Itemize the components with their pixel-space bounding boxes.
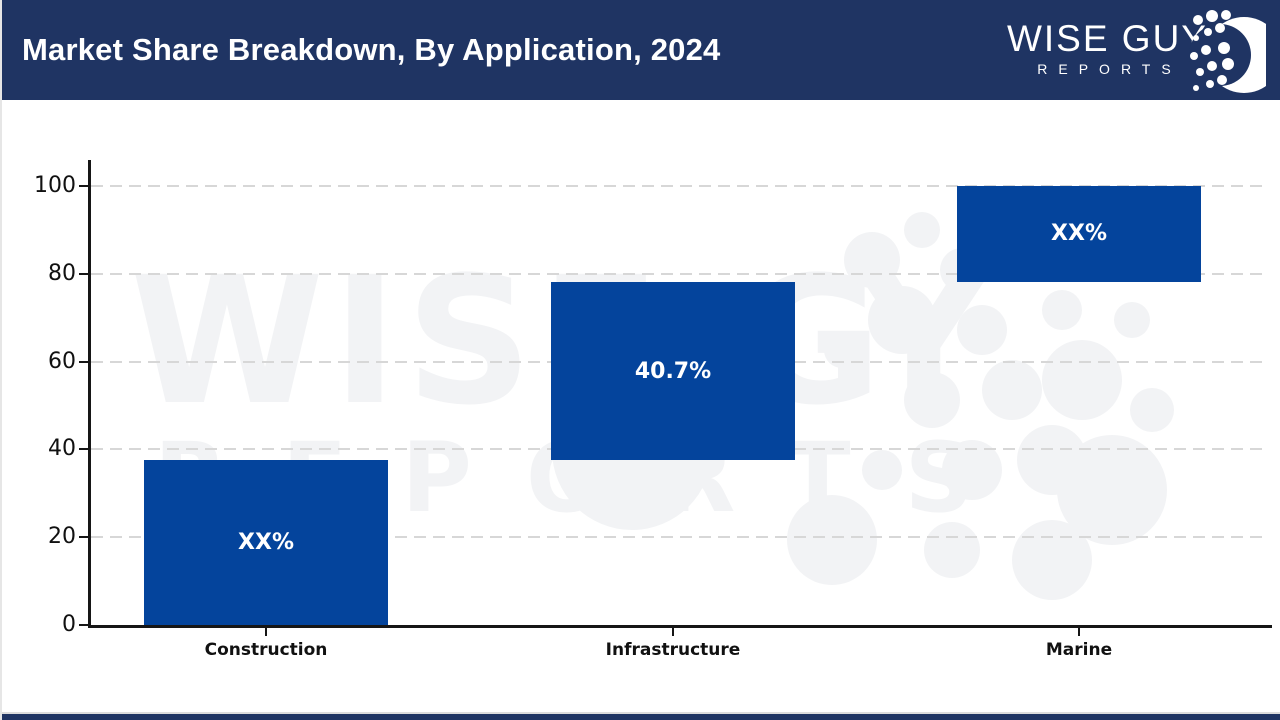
gridline-100 — [91, 185, 1269, 187]
y-tick-label-20: 20 — [48, 524, 76, 550]
wise-guy-logo: WISE GUY REPORTS — [1004, 6, 1266, 96]
y-tick-mark-0 — [79, 624, 88, 626]
y-tick-label-0: 0 — [62, 612, 76, 637]
y-tick-mark-20 — [79, 536, 88, 539]
y-tick-label-60: 60 — [48, 348, 76, 374]
x-axis-spine — [88, 625, 1272, 628]
footer-bar — [2, 712, 1280, 720]
logo-text: WISE GUY REPORTS — [1006, 18, 1208, 78]
page-title: Market Share Breakdown, By Application, … — [22, 32, 721, 67]
bar-value-label: XX% — [1051, 221, 1107, 247]
x-tick-mark-marine — [1078, 628, 1080, 636]
gridline-80 — [91, 272, 1269, 275]
x-tick-label-marine: Marine — [1045, 640, 1113, 660]
y-tick-mark-100 — [79, 185, 88, 187]
x-tick-mark-infrastructure — [672, 628, 674, 636]
y-tick-label-80: 80 — [48, 260, 76, 286]
y-tick-mark-80 — [79, 272, 88, 275]
x-tick-label-construction: Construction — [204, 640, 328, 660]
logo-subtitle: REPORTS — [1037, 61, 1182, 77]
bar-value-label: 40.7% — [634, 358, 712, 384]
y-tick-mark-60 — [79, 360, 88, 363]
x-tick-mark-construction — [265, 628, 267, 636]
gridline-20 — [91, 536, 1269, 539]
logo-face-icon — [1189, 10, 1266, 93]
bar-infrastructure: 40.7% — [551, 281, 795, 461]
y-tick-mark-40 — [79, 448, 88, 451]
x-tick-label-infrastructure: Infrastructure — [605, 640, 741, 660]
bar-construction: XX% — [144, 460, 388, 625]
y-axis-spine — [88, 160, 91, 625]
logo-wordmark: WISE GUY — [1006, 18, 1208, 59]
y-tick-label-100: 100 — [34, 173, 76, 198]
bar-value-label: XX% — [238, 530, 294, 556]
bar-marine: XX% — [957, 186, 1201, 282]
y-tick-label-40: 40 — [48, 436, 76, 462]
header-bar: Market Share Breakdown, By Application, … — [2, 0, 1280, 100]
